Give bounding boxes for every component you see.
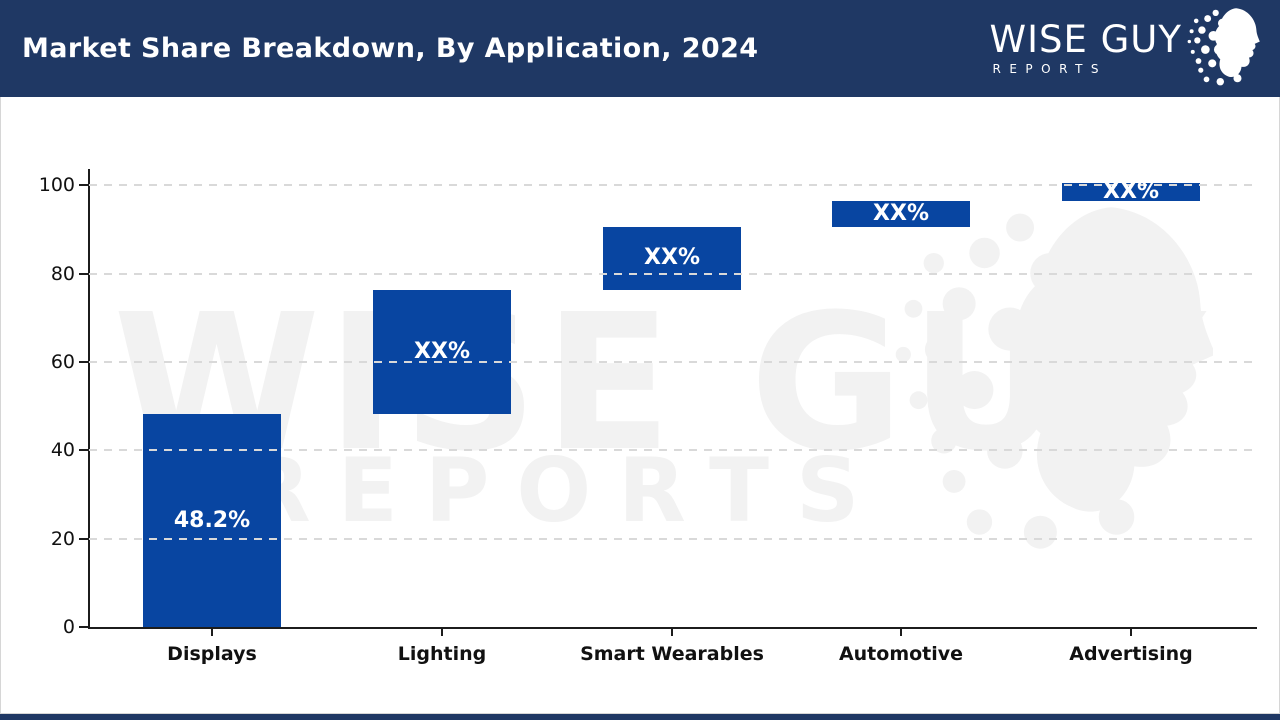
- y-tick-label: 80: [50, 262, 75, 285]
- y-axis-line: [88, 169, 90, 629]
- bar: [373, 289, 511, 415]
- y-tick-mark: [79, 184, 88, 187]
- y-tick-mark: [79, 361, 88, 364]
- y-tick-mark: [79, 626, 88, 628]
- gridline: [89, 272, 1256, 275]
- y-tick-mark: [79, 272, 88, 275]
- x-tick-mark: [1130, 629, 1132, 636]
- x-tick-label: Automotive: [838, 643, 964, 665]
- x-tick-mark: [211, 629, 213, 636]
- wise-guy-head-icon: [1184, 6, 1260, 92]
- gridline: [89, 537, 1256, 540]
- y-tick-mark: [79, 449, 88, 452]
- logo-subtext: REPORTS: [992, 62, 1108, 76]
- gridline: [89, 184, 1256, 187]
- gridline: [89, 361, 1256, 364]
- y-tick-label: 60: [50, 351, 75, 374]
- chart-region: WISE GUY REPORTS 0 20 40 60 80 100 48.2% Displa…: [0, 97, 1280, 714]
- logo-wordmark: WISE GUY: [989, 18, 1182, 61]
- bar: [1062, 183, 1200, 201]
- page-title: Market Share Breakdown, By Application, …: [22, 33, 759, 64]
- wise-guy-logo: WISE GUY REPORTS: [990, 6, 1280, 92]
- bar: [832, 200, 970, 228]
- bar-value-label: XX%: [644, 245, 700, 271]
- y-tick-mark: [79, 537, 88, 540]
- x-axis-line: [88, 627, 1257, 629]
- bar-value-label: 48.2%: [173, 507, 251, 533]
- bar-value-label: XX%: [414, 338, 470, 364]
- watermark-head-icon: [883, 197, 1213, 578]
- gridline: [89, 449, 1256, 452]
- y-tick-label: 20: [50, 527, 75, 550]
- x-tick-label: Lighting: [397, 643, 487, 665]
- x-tick-mark: [441, 629, 443, 636]
- x-tick-label: Advertising: [1069, 643, 1193, 665]
- bar-value-label: XX%: [873, 201, 929, 227]
- bar-value-label: XX%: [1103, 179, 1159, 205]
- bar: [603, 227, 741, 290]
- header-bar: Market Share Breakdown, By Application, …: [0, 0, 1280, 97]
- x-tick-mark: [671, 629, 673, 636]
- x-tick-label: Smart Wearables: [580, 643, 764, 665]
- logo-text: WISE GUY REPORTS: [990, 21, 1182, 76]
- watermark-subtext: REPORTS: [243, 439, 887, 542]
- y-tick-label: 40: [50, 439, 75, 462]
- y-tick-label: 0: [62, 616, 75, 638]
- y-tick-label: 100: [38, 174, 75, 197]
- x-tick-label: Displays: [167, 643, 257, 665]
- x-tick-mark: [900, 629, 902, 636]
- footer-bar: [0, 714, 1280, 720]
